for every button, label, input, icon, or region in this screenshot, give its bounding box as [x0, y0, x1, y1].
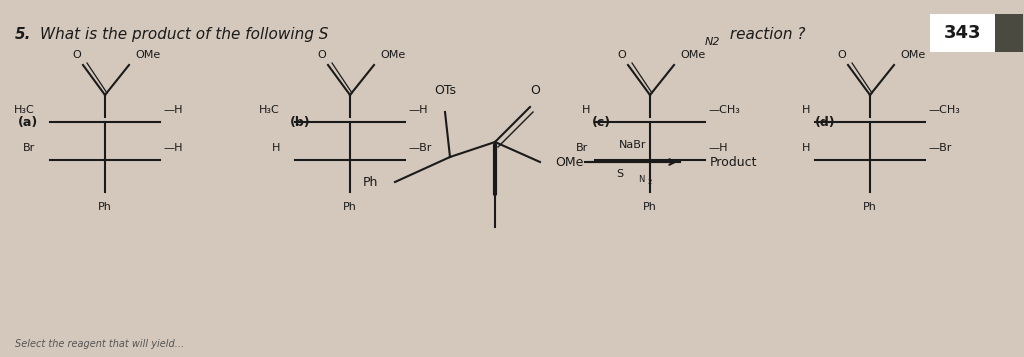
- Text: Br: Br: [575, 143, 588, 153]
- Text: S: S: [616, 169, 624, 179]
- Text: (b): (b): [290, 116, 310, 129]
- Text: O: O: [617, 50, 627, 60]
- Text: O: O: [317, 50, 327, 60]
- Text: O: O: [530, 84, 540, 97]
- Text: Br: Br: [23, 143, 35, 153]
- Text: OMe: OMe: [380, 50, 406, 60]
- Text: —H: —H: [708, 143, 727, 153]
- Text: 5.: 5.: [15, 27, 32, 42]
- Text: H: H: [582, 105, 590, 115]
- Text: Ph: Ph: [643, 202, 657, 212]
- Text: 2: 2: [648, 179, 652, 185]
- Text: —Br: —Br: [408, 143, 431, 153]
- FancyBboxPatch shape: [930, 14, 995, 52]
- Text: OMe: OMe: [680, 50, 706, 60]
- Text: O: O: [73, 50, 81, 60]
- Text: N: N: [638, 175, 644, 184]
- Text: OMe: OMe: [900, 50, 926, 60]
- Text: H: H: [271, 143, 280, 153]
- Text: OTs: OTs: [434, 84, 456, 97]
- Text: Ph: Ph: [98, 202, 112, 212]
- Text: —H: —H: [163, 143, 182, 153]
- Text: OMe: OMe: [555, 156, 584, 169]
- Text: Select the reagent that will yield...: Select the reagent that will yield...: [15, 339, 184, 349]
- Text: —H: —H: [408, 105, 427, 115]
- Text: reaction ?: reaction ?: [725, 27, 806, 42]
- Text: —H: —H: [163, 105, 182, 115]
- Text: (d): (d): [815, 116, 836, 129]
- Text: NaBr: NaBr: [620, 140, 647, 150]
- Text: Product: Product: [710, 156, 758, 169]
- Text: What is the product of the following S: What is the product of the following S: [40, 27, 329, 42]
- FancyBboxPatch shape: [995, 14, 1023, 52]
- Text: (a): (a): [18, 116, 38, 129]
- Text: —CH₃: —CH₃: [708, 105, 740, 115]
- Text: —Br: —Br: [928, 143, 951, 153]
- Text: —CH₃: —CH₃: [928, 105, 959, 115]
- Text: N2: N2: [705, 37, 721, 47]
- Text: H: H: [802, 105, 810, 115]
- Text: Ph: Ph: [362, 176, 378, 188]
- Text: OMe: OMe: [135, 50, 160, 60]
- Text: 343: 343: [944, 24, 981, 42]
- Text: H₃C: H₃C: [259, 105, 280, 115]
- Text: (c): (c): [592, 116, 611, 129]
- Text: Ph: Ph: [863, 202, 877, 212]
- Text: Ph: Ph: [343, 202, 357, 212]
- Text: H₃C: H₃C: [14, 105, 35, 115]
- Text: H: H: [802, 143, 810, 153]
- Text: O: O: [838, 50, 847, 60]
